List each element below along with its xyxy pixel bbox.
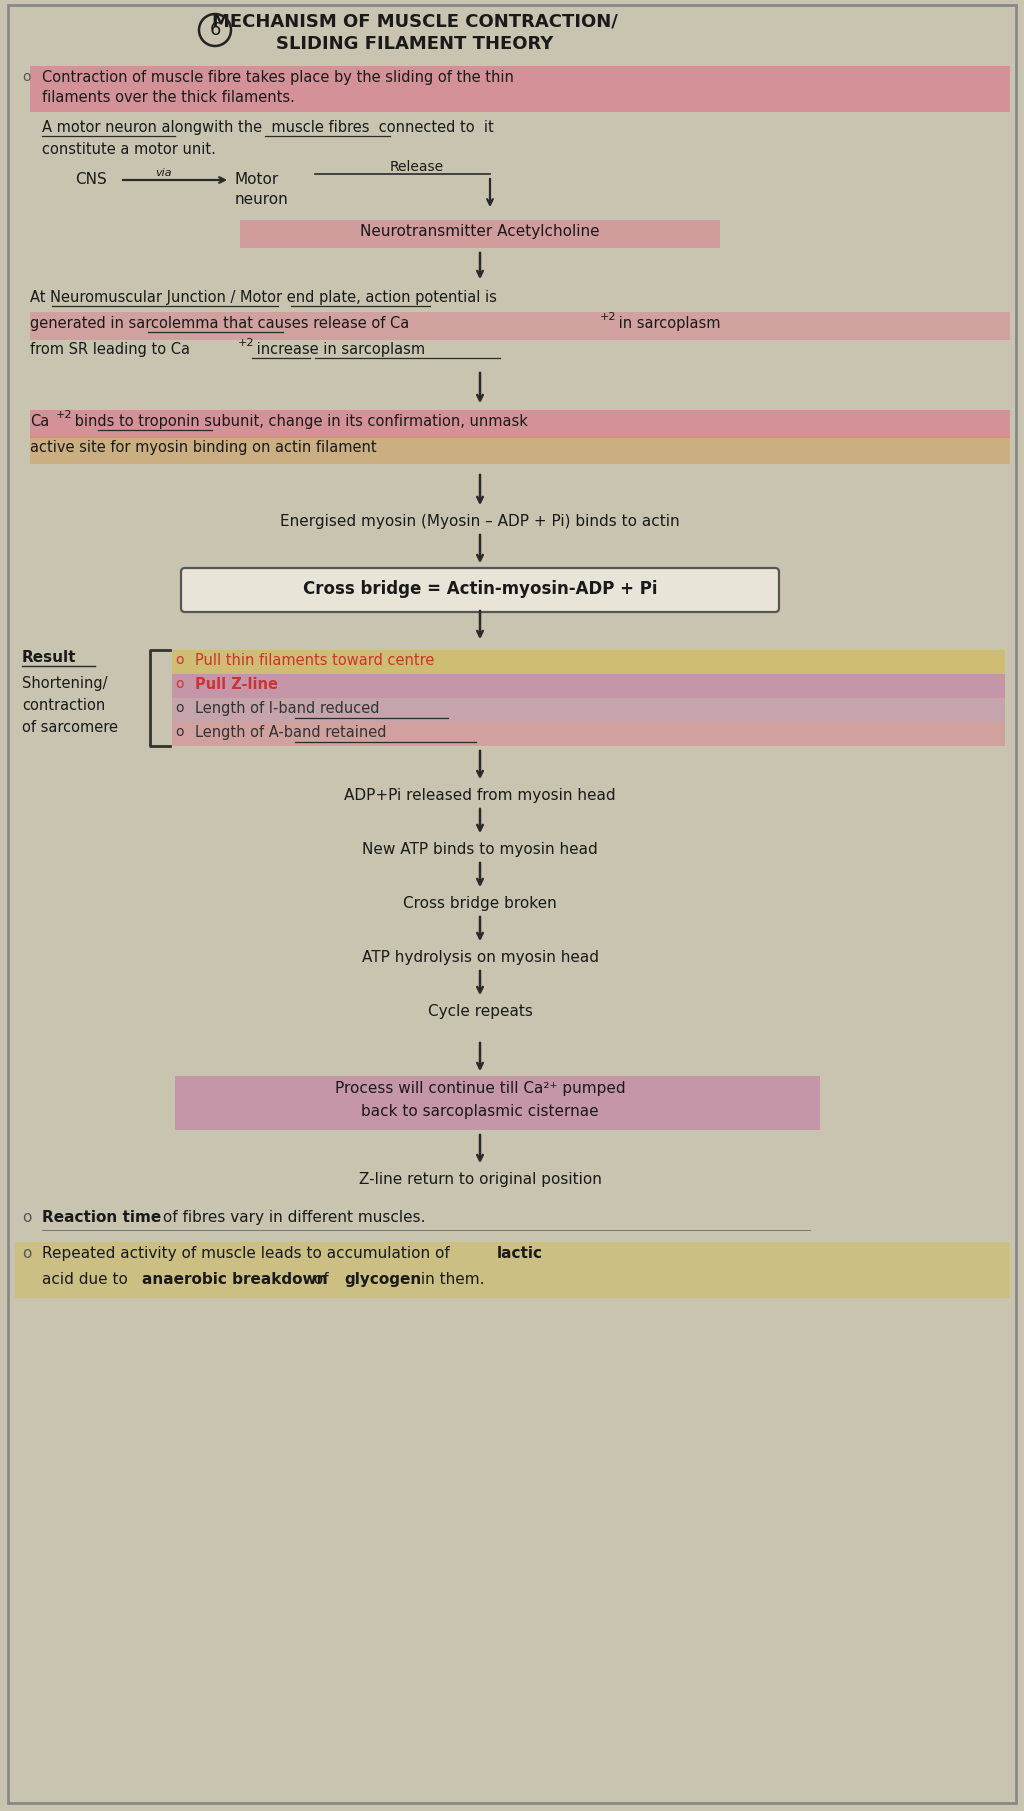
Text: Pull thin filaments toward centre: Pull thin filaments toward centre [195, 654, 434, 668]
Text: of fibres vary in different muscles.: of fibres vary in different muscles. [158, 1210, 426, 1224]
Bar [172, 723, 1005, 746]
Text: active site for myosin binding on actin filament: active site for myosin binding on actin … [30, 440, 377, 455]
Text: Energised myosin (Myosin – ADP + Pi) binds to actin: Energised myosin (Myosin – ADP + Pi) bin… [281, 514, 680, 529]
Text: SLIDING FILAMENT THEORY: SLIDING FILAMENT THEORY [276, 34, 554, 53]
Text: from SR leading to Ca: from SR leading to Ca [30, 342, 190, 357]
Text: Cross bridge = Actin-myosin-ADP + Pi: Cross bridge = Actin-myosin-ADP + Pi [303, 580, 657, 598]
Text: Reaction time: Reaction time [42, 1210, 161, 1224]
Text: anaerobic breakdown: anaerobic breakdown [142, 1271, 328, 1288]
Text: Release: Release [390, 159, 444, 174]
Text: Length of I-band reduced: Length of I-band reduced [195, 701, 380, 715]
Text: Neurotransmitter Acetylcholine: Neurotransmitter Acetylcholine [360, 225, 600, 239]
Text: of sarcomere: of sarcomere [22, 721, 118, 735]
Text: generated in sarcolemma that causes release of Ca: generated in sarcolemma that causes rele… [30, 315, 410, 331]
Text: 6: 6 [209, 22, 221, 40]
Text: +2: +2 [600, 311, 616, 322]
Text: Contraction of muscle fibre takes place by the sliding of the thin: Contraction of muscle fibre takes place … [42, 71, 514, 85]
Bar [30, 311, 1010, 340]
Text: Length of A-band retained: Length of A-band retained [195, 724, 386, 741]
Text: At Neuromuscular Junction / Motor end plate, action potential is: At Neuromuscular Junction / Motor end pl… [30, 290, 497, 304]
Text: Z-line return to original position: Z-line return to original position [358, 1172, 601, 1186]
Text: ADP+Pi released from myosin head: ADP+Pi released from myosin head [344, 788, 615, 802]
Text: Repeated activity of muscle leads to accumulation of: Repeated activity of muscle leads to acc… [42, 1246, 455, 1260]
Text: o: o [22, 1210, 32, 1224]
Text: lactic: lactic [497, 1246, 543, 1260]
Text: via: via [155, 168, 172, 177]
Text: o: o [175, 654, 183, 666]
Bar [172, 650, 1005, 674]
Bar [240, 219, 720, 248]
Text: MECHANISM OF MUSCLE CONTRACTION/: MECHANISM OF MUSCLE CONTRACTION/ [212, 13, 617, 31]
FancyBboxPatch shape [181, 569, 779, 612]
Text: ATP hydrolysis on myosin head: ATP hydrolysis on myosin head [361, 951, 598, 965]
Text: o: o [175, 701, 183, 715]
Text: Pull Z-line: Pull Z-line [195, 677, 278, 692]
Text: neuron: neuron [234, 192, 289, 206]
Text: in sarcoplasm: in sarcoplasm [614, 315, 721, 331]
Text: New ATP binds to myosin head: New ATP binds to myosin head [362, 842, 598, 857]
Text: A motor neuron alongwith the  muscle fibres  connected to  it: A motor neuron alongwith the muscle fibr… [42, 120, 494, 136]
Text: o: o [22, 1246, 32, 1260]
Text: increase in sarcoplasm: increase in sarcoplasm [252, 342, 425, 357]
Bar [15, 1242, 1010, 1298]
Text: Motor: Motor [234, 172, 280, 187]
Text: Result: Result [22, 650, 77, 665]
Text: Cycle repeats: Cycle repeats [428, 1003, 532, 1020]
Text: filaments over the thick filaments.: filaments over the thick filaments. [42, 91, 295, 105]
Bar [172, 674, 1005, 697]
Text: acid due to: acid due to [42, 1271, 133, 1288]
Bar [30, 436, 1010, 464]
Text: +2: +2 [56, 409, 73, 420]
Bar [30, 409, 1010, 438]
Text: o: o [175, 677, 183, 692]
Bar [175, 1076, 820, 1130]
Text: of: of [309, 1271, 338, 1288]
Text: constitute a motor unit.: constitute a motor unit. [42, 141, 216, 158]
Text: o: o [22, 71, 31, 83]
Text: binds to troponin subunit, change in its confirmation, unmask: binds to troponin subunit, change in its… [70, 415, 528, 429]
Text: in them.: in them. [416, 1271, 484, 1288]
Text: CNS: CNS [75, 172, 106, 187]
Text: Shortening/: Shortening/ [22, 676, 108, 692]
Text: Cross bridge broken: Cross bridge broken [403, 896, 557, 911]
Text: Ca: Ca [30, 415, 49, 429]
Text: back to sarcoplasmic cisternae: back to sarcoplasmic cisternae [361, 1105, 599, 1119]
Bar [172, 697, 1005, 723]
Text: glycogen: glycogen [344, 1271, 421, 1288]
Text: Process will continue till Ca²⁺ pumped: Process will continue till Ca²⁺ pumped [335, 1081, 626, 1096]
Bar [30, 65, 1010, 112]
Text: contraction: contraction [22, 697, 105, 714]
Text: o: o [175, 724, 183, 739]
Text: +2: +2 [238, 339, 255, 348]
